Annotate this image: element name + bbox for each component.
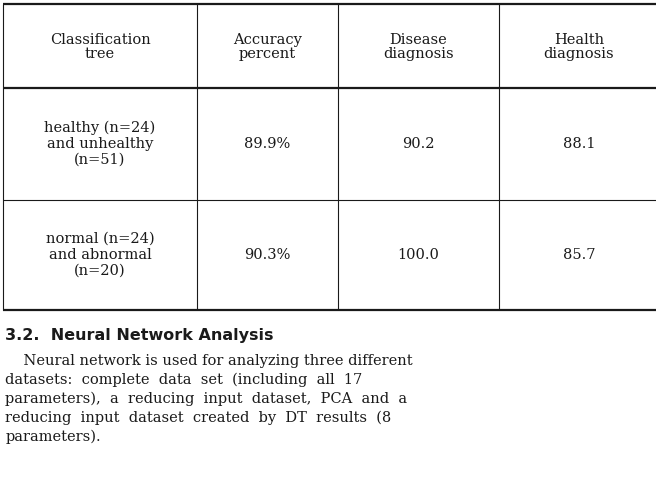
Text: 3.2.  Neural Network Analysis: 3.2. Neural Network Analysis [5, 328, 274, 343]
Text: reducing  input  dataset  created  by  DT  results  (8: reducing input dataset created by DT res… [5, 411, 392, 425]
Text: diagnosis: diagnosis [544, 47, 614, 61]
Text: 90.3%: 90.3% [244, 248, 291, 262]
Text: and unhealthy: and unhealthy [47, 137, 154, 151]
Text: and abnormal: and abnormal [49, 248, 152, 262]
Text: Health: Health [554, 33, 604, 47]
Text: parameters),  a  reducing  input  dataset,  PCA  and  a: parameters), a reducing input dataset, P… [5, 392, 407, 406]
Text: Classification: Classification [50, 33, 150, 47]
Text: healthy (n=24): healthy (n=24) [45, 121, 155, 135]
Text: diagnosis: diagnosis [383, 47, 453, 61]
Text: normal (n=24): normal (n=24) [46, 232, 154, 246]
Text: tree: tree [85, 47, 115, 61]
Text: datasets:  complete  data  set  (including  all  17: datasets: complete data set (including a… [5, 373, 363, 387]
Text: (n=51): (n=51) [74, 153, 126, 167]
Text: 90.2: 90.2 [402, 137, 434, 151]
Text: Disease: Disease [389, 33, 447, 47]
Text: 100.0: 100.0 [398, 248, 439, 262]
Text: 88.1: 88.1 [563, 137, 595, 151]
Text: (n=20): (n=20) [74, 264, 126, 278]
Text: percent: percent [239, 47, 296, 61]
Text: parameters).: parameters). [5, 430, 101, 444]
Text: 85.7: 85.7 [563, 248, 595, 262]
Text: Neural network is used for analyzing three different: Neural network is used for analyzing thr… [5, 354, 413, 368]
Text: 89.9%: 89.9% [244, 137, 291, 151]
Text: Accuracy: Accuracy [233, 33, 302, 47]
